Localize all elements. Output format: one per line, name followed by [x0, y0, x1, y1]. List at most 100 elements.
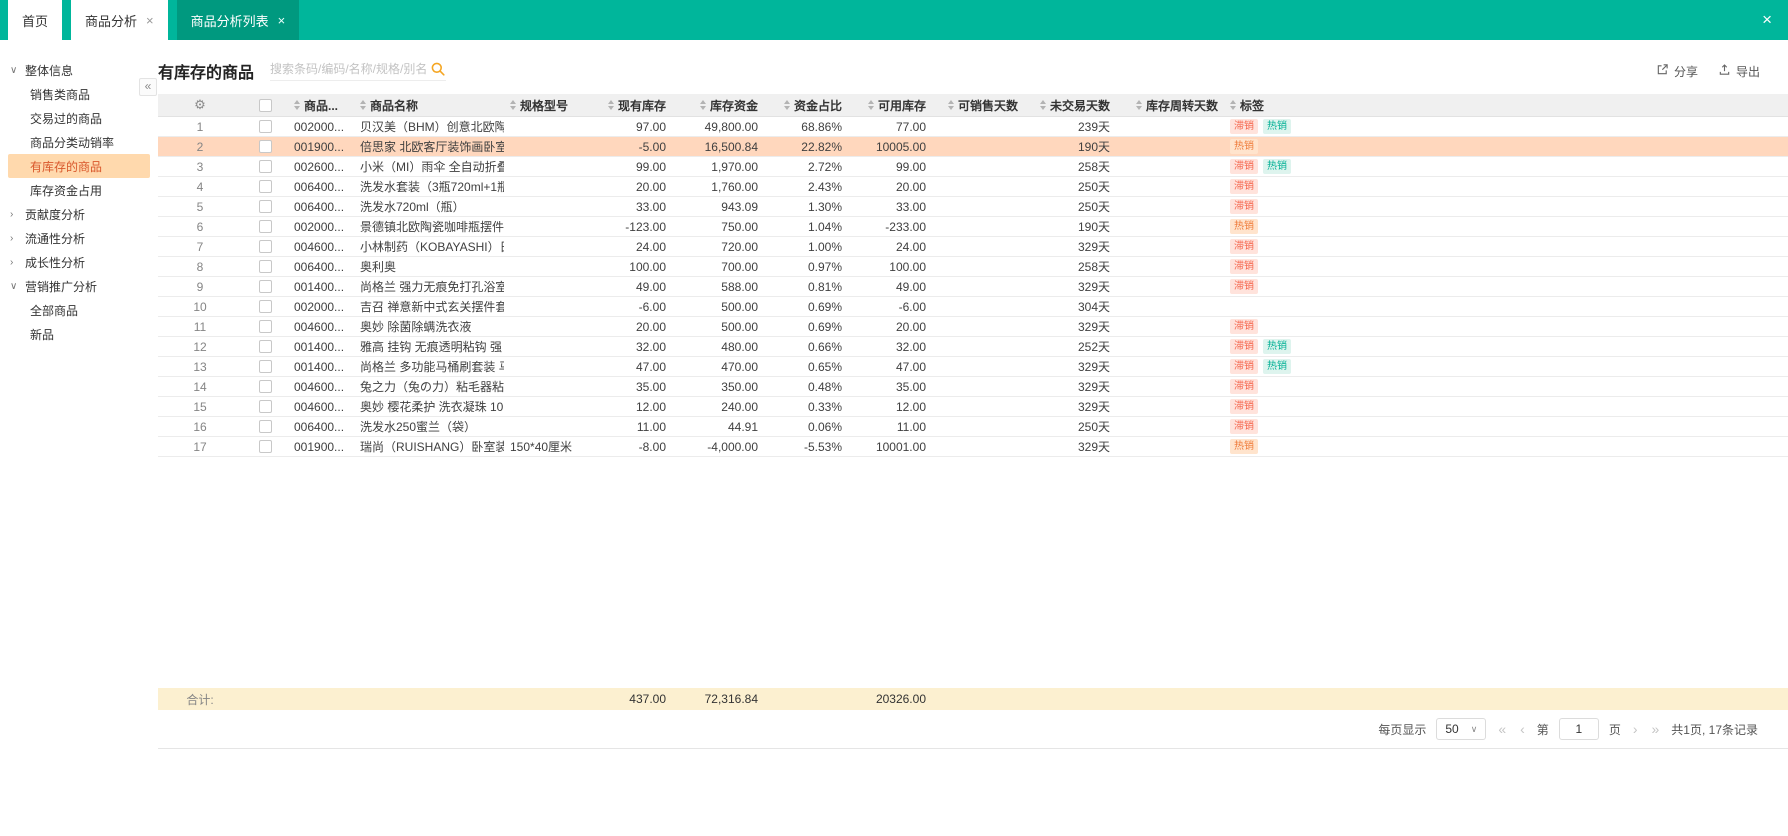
row-checkbox[interactable]: [258, 360, 272, 373]
sort-icon[interactable]: [1230, 100, 1236, 110]
column-header-fund[interactable]: 库存资金: [672, 94, 764, 116]
sidebar-item[interactable]: 有库存的商品: [8, 154, 150, 178]
row-checkbox[interactable]: [258, 440, 272, 453]
search-icon[interactable]: [430, 61, 446, 77]
sort-icon[interactable]: [510, 100, 516, 110]
table-row[interactable]: 7 004600... 小林制药（KOBAYASHI）日 24.00 720.00 1.0…: [158, 237, 1788, 257]
row-checkbox[interactable]: [258, 220, 272, 233]
prev-page-button[interactable]: ‹: [1520, 721, 1525, 737]
table-row[interactable]: 11 004600... 奥妙 除菌除螨洗衣液 20.00 500.00 0.69% 20.…: [158, 317, 1788, 337]
sidebar-item[interactable]: 交易过的商品: [8, 106, 150, 130]
row-checkbox[interactable]: [258, 240, 272, 253]
cell-name: 景德镇北欧陶瓷咖啡瓶摆件 优: [360, 220, 504, 234]
sidebar-item[interactable]: 销售类商品: [8, 82, 150, 106]
sort-icon[interactable]: [1039, 100, 1046, 110]
table-row[interactable]: 17 001900... 瑞尚（RUISHANG）卧室装 150*40厘米 -8.00 -…: [158, 437, 1788, 457]
table-row[interactable]: 9 001400... 尚格兰 强力无痕免打孔浴室 49.00 588.00 0.81% 4…: [158, 277, 1788, 297]
row-checkbox[interactable]: [258, 300, 272, 313]
sidebar-group[interactable]: › 贡献度分析: [8, 202, 150, 226]
cell-fund: 49,800.00: [704, 119, 758, 134]
sort-icon[interactable]: [1135, 100, 1142, 110]
export-button[interactable]: 导出: [1718, 63, 1760, 80]
product-tag: 滞销: [1230, 319, 1258, 334]
search-input[interactable]: [270, 62, 429, 76]
table-row[interactable]: 6 002000... 景德镇北欧陶瓷咖啡瓶摆件 优 -123.00 750.00 1.0…: [158, 217, 1788, 237]
column-header-tags[interactable]: 标签: [1224, 94, 1788, 116]
column-header-no_trade_days[interactable]: 未交易天数: [1024, 94, 1116, 116]
sidebar-item[interactable]: 库存资金占用: [8, 178, 150, 202]
sort-icon[interactable]: [867, 100, 874, 110]
sort-icon[interactable]: [947, 100, 954, 110]
table-row[interactable]: 2 001900... 倍思家 北欧客厅装饰画卧室 -5.00 16,500.84 22.…: [158, 137, 1788, 157]
row-checkbox[interactable]: [258, 340, 272, 353]
sidebar-collapse-button[interactable]: «: [139, 78, 157, 96]
tab-3[interactable]: 商品分析列表 ×: [176, 0, 300, 40]
column-header-sell_days[interactable]: 可销售天数: [932, 94, 1024, 116]
column-header-ratio[interactable]: 资金占比: [764, 94, 848, 116]
row-checkbox[interactable]: [258, 380, 272, 393]
table-row[interactable]: 8 006400... 奥利奥 100.00 700.00 0.97% 100.00 258天…: [158, 257, 1788, 277]
tab-1[interactable]: 首页: [8, 0, 63, 40]
sort-icon[interactable]: [360, 100, 366, 110]
sidebar-item[interactable]: 全部商品: [8, 298, 150, 322]
sort-icon[interactable]: [699, 100, 706, 110]
tab-close-icon[interactable]: ×: [146, 12, 154, 28]
sidebar-item[interactable]: 新品: [8, 322, 150, 346]
table-row[interactable]: 12 001400... 雅高 挂钩 无痕透明粘钩 强 32.00 480.00 0.66…: [158, 337, 1788, 357]
row-checkbox[interactable]: [258, 280, 272, 293]
column-header-spec[interactable]: 规格型号: [504, 94, 588, 116]
close-icon[interactable]: ×: [1762, 10, 1772, 29]
summary-available: 20326.00: [875, 692, 926, 706]
next-page-button[interactable]: ›: [1632, 721, 1638, 737]
row-checkbox[interactable]: [258, 180, 272, 193]
table-row[interactable]: 1 002000... 贝汉美（BHM）创意北欧陶瓷 97.00 49,800.00 68…: [158, 117, 1788, 137]
gear-icon[interactable]: ⚙: [194, 97, 206, 112]
cell-ratio: 0.97%: [807, 259, 842, 274]
row-checkbox[interactable]: [258, 200, 272, 213]
column-header-available[interactable]: 可用库存: [848, 94, 932, 116]
sort-icon[interactable]: [783, 100, 790, 110]
row-checkbox[interactable]: [258, 420, 272, 433]
summary-no_trade_days: [1024, 688, 1116, 710]
cell-ratio: 0.66%: [807, 339, 842, 354]
row-checkbox[interactable]: [258, 400, 272, 413]
row-checkbox[interactable]: [258, 160, 272, 173]
sidebar-group[interactable]: ∨ 整体信息: [8, 58, 150, 82]
table-row[interactable]: 3 002600... 小米（MI）雨伞 全自动折叠 99.00 1,970.00 2.7…: [158, 157, 1788, 177]
table-row[interactable]: 4 006400... 洗发水套装（3瓶720ml+1瓶 20.00 1,760.00 2…: [158, 177, 1788, 197]
table-row[interactable]: 16 006400... 洗发水250蜜兰（袋） 11.00 44.91 0.06% 11.…: [158, 417, 1788, 437]
page-number-input[interactable]: [1558, 718, 1599, 740]
sort-asc-icon: [783, 100, 790, 104]
sidebar-group[interactable]: ∨ 营销推广分析: [8, 274, 150, 298]
sort-icon[interactable]: [607, 100, 614, 110]
tab-close-icon[interactable]: ×: [277, 12, 286, 28]
table-row[interactable]: 10 002000... 吉召 禅意新中式玄关摆件套 -6.00 500.00 0.69%…: [158, 297, 1788, 317]
last-page-button[interactable]: »: [1651, 721, 1660, 737]
column-header-name[interactable]: 商品名称: [354, 94, 504, 116]
product-tag: 滞销: [1230, 359, 1258, 374]
share-button[interactable]: 分享: [1656, 63, 1698, 80]
table-row[interactable]: 13 001400... 尚格兰 多功能马桶刷套装 马 47.00 470.00 0.65…: [158, 357, 1788, 377]
row-checkbox[interactable]: [258, 320, 272, 333]
sort-icon[interactable]: [294, 100, 300, 110]
table-row[interactable]: 5 006400... 洗发水720ml（瓶） 33.00 943.09 1.30% 33.…: [158, 197, 1788, 217]
tab-2[interactable]: 商品分析 ×: [71, 0, 168, 40]
chevron-icon: ›: [10, 232, 14, 244]
table-row[interactable]: 15 004600... 奥妙 樱花柔护 洗衣凝珠 10 12.00 240.00 0.3…: [158, 397, 1788, 417]
first-page-button[interactable]: «: [1498, 721, 1507, 737]
row-checkbox[interactable]: [258, 260, 272, 273]
cell-ratio: 22.82%: [801, 139, 842, 154]
select-all-checkbox[interactable]: [258, 98, 272, 112]
sidebar-group[interactable]: › 流通性分析: [8, 226, 150, 250]
row-checkbox[interactable]: [258, 140, 272, 153]
row-checkbox[interactable]: [258, 120, 272, 133]
column-header-code[interactable]: 商品...: [288, 94, 354, 116]
cell-fund: 16,500.84: [704, 139, 758, 154]
table-row[interactable]: 14 004600... 兔之力（兔の力）粘毛器粘 35.00 350.00 0.48% 3…: [158, 377, 1788, 397]
sidebar-group[interactable]: › 成长性分析: [8, 250, 150, 274]
page-size-select[interactable]: 50 ∨: [1436, 718, 1487, 740]
column-header-stock[interactable]: 现有库存: [588, 94, 672, 116]
column-header-turnover_days[interactable]: 库存周转天数: [1116, 94, 1224, 116]
sidebar-item[interactable]: 商品分类动销率: [8, 130, 150, 154]
cell-turnover_days: [1116, 257, 1224, 276]
